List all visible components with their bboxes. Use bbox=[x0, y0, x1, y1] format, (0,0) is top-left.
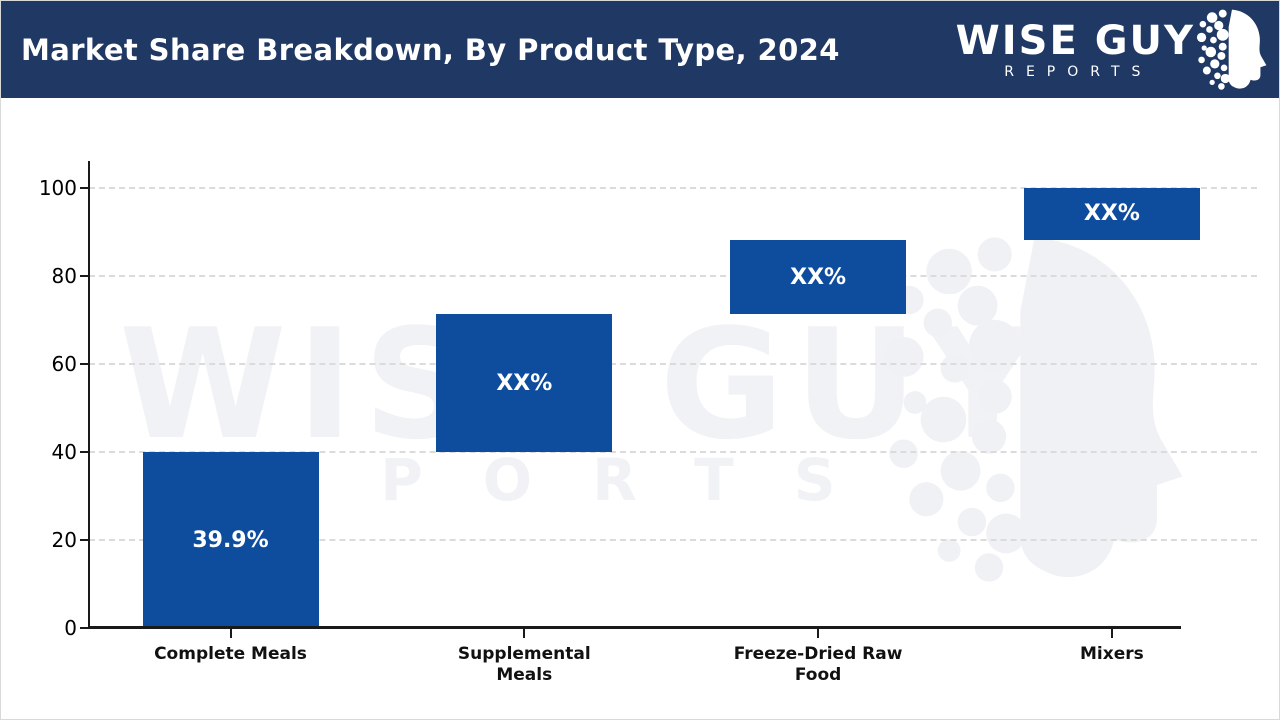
y-tick-80 bbox=[80, 275, 89, 277]
bar-value-label: 39.9% bbox=[192, 527, 269, 553]
y-tick-label-60: 60 bbox=[51, 352, 77, 376]
gridline-20 bbox=[89, 539, 1257, 541]
bar-value-label: XX% bbox=[1083, 201, 1140, 227]
x-tick-3 bbox=[817, 629, 820, 638]
bar-value-label: XX% bbox=[790, 264, 847, 290]
y-tick-20 bbox=[80, 539, 89, 541]
y-tick-0 bbox=[80, 627, 89, 629]
x-tick-1 bbox=[229, 629, 232, 638]
wiseguy-logo: WISE GUY REPORTS bbox=[956, 7, 1271, 93]
bar-4: XX% bbox=[1023, 188, 1200, 240]
y-tick-label-20: 20 bbox=[51, 528, 77, 552]
gridline-100 bbox=[89, 187, 1257, 189]
x-axis-line bbox=[88, 626, 1181, 629]
y-tick-60 bbox=[80, 363, 89, 365]
wiseguy-face-icon bbox=[1189, 7, 1271, 93]
gridline-60 bbox=[89, 363, 1257, 365]
watermark-face-icon bbox=[861, 226, 1191, 600]
x-tick-4 bbox=[1110, 629, 1113, 638]
chart-area: WISE GUY REPORTS 39.9% XX% XX% XX% 0 20 40 bbox=[1, 98, 1279, 719]
x-tick-2 bbox=[523, 629, 526, 638]
y-tick-label-100: 100 bbox=[38, 176, 77, 200]
y-tick-100 bbox=[80, 187, 89, 189]
x-category-label: Mixers bbox=[1080, 644, 1144, 664]
x-category-label: Freeze-Dried Raw Food bbox=[733, 644, 903, 686]
bar-value-label: XX% bbox=[496, 370, 553, 396]
y-tick-label-40: 40 bbox=[51, 440, 77, 464]
y-tick-label-80: 80 bbox=[51, 264, 77, 288]
y-tick-40 bbox=[80, 451, 89, 453]
x-category-label: Supplemental Meals bbox=[457, 644, 591, 686]
x-category-label: Complete Meals bbox=[154, 644, 307, 664]
bar-1: 39.9% bbox=[142, 452, 319, 628]
logo-text: WISE GUY REPORTS bbox=[956, 20, 1195, 80]
page-title: Market Share Breakdown, By Product Type,… bbox=[21, 32, 840, 67]
header-bar: Market Share Breakdown, By Product Type,… bbox=[1, 1, 1279, 98]
logo-subtitle: REPORTS bbox=[1004, 64, 1153, 80]
gridline-80 bbox=[89, 275, 1257, 277]
y-axis-line bbox=[88, 161, 90, 628]
bar-3: XX% bbox=[730, 239, 907, 315]
bar-2: XX% bbox=[436, 314, 613, 453]
gridline-40 bbox=[89, 451, 1257, 453]
y-tick-label-0: 0 bbox=[64, 616, 77, 640]
logo-wordmark: WISE GUY bbox=[955, 18, 1195, 64]
